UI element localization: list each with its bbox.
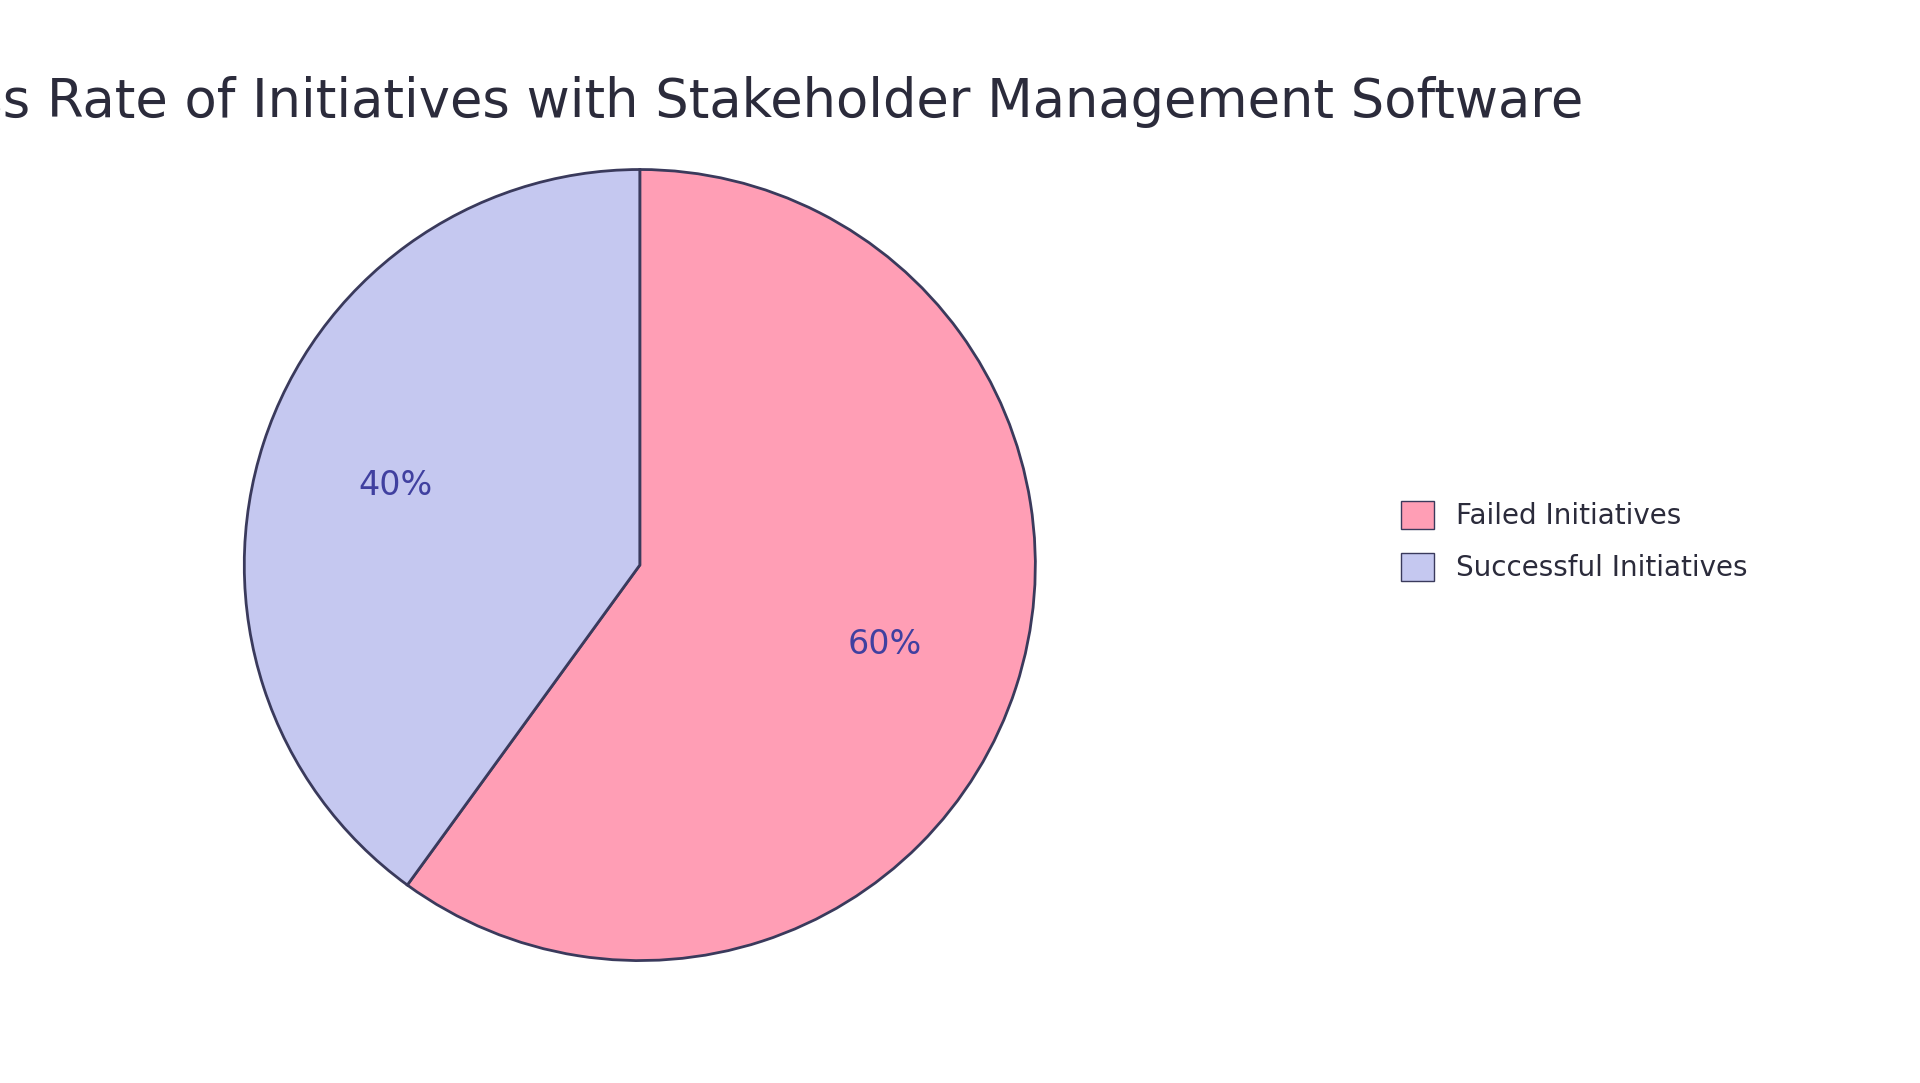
Wedge shape <box>407 170 1035 961</box>
Text: Success Rate of Initiatives with Stakeholder Management Software: Success Rate of Initiatives with Stakeho… <box>0 76 1582 128</box>
Text: 40%: 40% <box>359 469 432 503</box>
Legend: Failed Initiatives, Successful Initiatives: Failed Initiatives, Successful Initiativ… <box>1390 490 1759 593</box>
Wedge shape <box>244 170 639 885</box>
Text: 60%: 60% <box>847 628 922 661</box>
